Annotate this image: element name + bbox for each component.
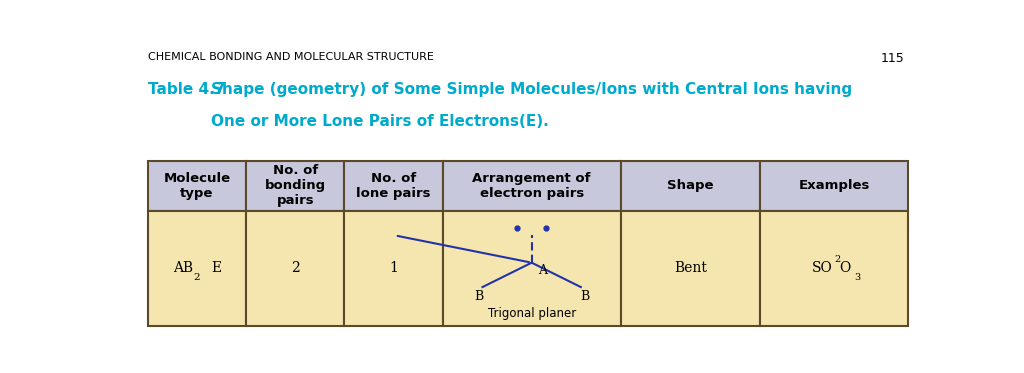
- Bar: [147, 211, 246, 326]
- Bar: [621, 161, 761, 211]
- Text: 115: 115: [881, 52, 904, 65]
- Text: Shape (geometry) of Some Simple Molecules/Ions with Central Ions having: Shape (geometry) of Some Simple Molecule…: [211, 82, 852, 97]
- Text: A: A: [538, 264, 547, 277]
- Text: Trigonal planer: Trigonal planer: [487, 307, 575, 320]
- Text: 3: 3: [854, 273, 860, 282]
- Text: E: E: [211, 261, 221, 275]
- Text: 1: 1: [389, 261, 398, 275]
- Bar: [442, 211, 621, 326]
- Text: One or More Lone Pairs of Electrons(E).: One or More Lone Pairs of Electrons(E).: [211, 114, 549, 129]
- Text: No. of
lone pairs: No. of lone pairs: [356, 172, 431, 200]
- Bar: [442, 161, 621, 211]
- Text: Examples: Examples: [799, 179, 869, 192]
- Bar: [761, 161, 908, 211]
- Text: 2: 2: [835, 255, 841, 264]
- Text: Table 4.7: Table 4.7: [147, 82, 225, 97]
- Bar: [246, 211, 344, 326]
- Text: O: O: [839, 261, 850, 275]
- Text: B: B: [474, 290, 483, 303]
- Bar: [344, 161, 442, 211]
- Text: No. of
bonding
pairs: No. of bonding pairs: [265, 164, 326, 207]
- Text: Shape: Shape: [668, 179, 714, 192]
- Text: B: B: [581, 290, 590, 303]
- Text: SO: SO: [812, 261, 833, 275]
- Text: Arrangement of
electron pairs: Arrangement of electron pairs: [472, 172, 591, 200]
- Bar: [761, 211, 908, 326]
- Text: 2: 2: [194, 273, 200, 282]
- Text: CHEMICAL BONDING AND MOLECULAR STRUCTURE: CHEMICAL BONDING AND MOLECULAR STRUCTURE: [147, 52, 434, 62]
- Bar: [246, 161, 344, 211]
- Text: Molecule
type: Molecule type: [164, 172, 230, 200]
- Bar: [621, 211, 761, 326]
- Text: 2: 2: [291, 261, 300, 275]
- Text: AB: AB: [173, 261, 194, 275]
- Bar: [147, 161, 246, 211]
- Bar: [344, 211, 442, 326]
- Text: Bent: Bent: [674, 261, 707, 275]
